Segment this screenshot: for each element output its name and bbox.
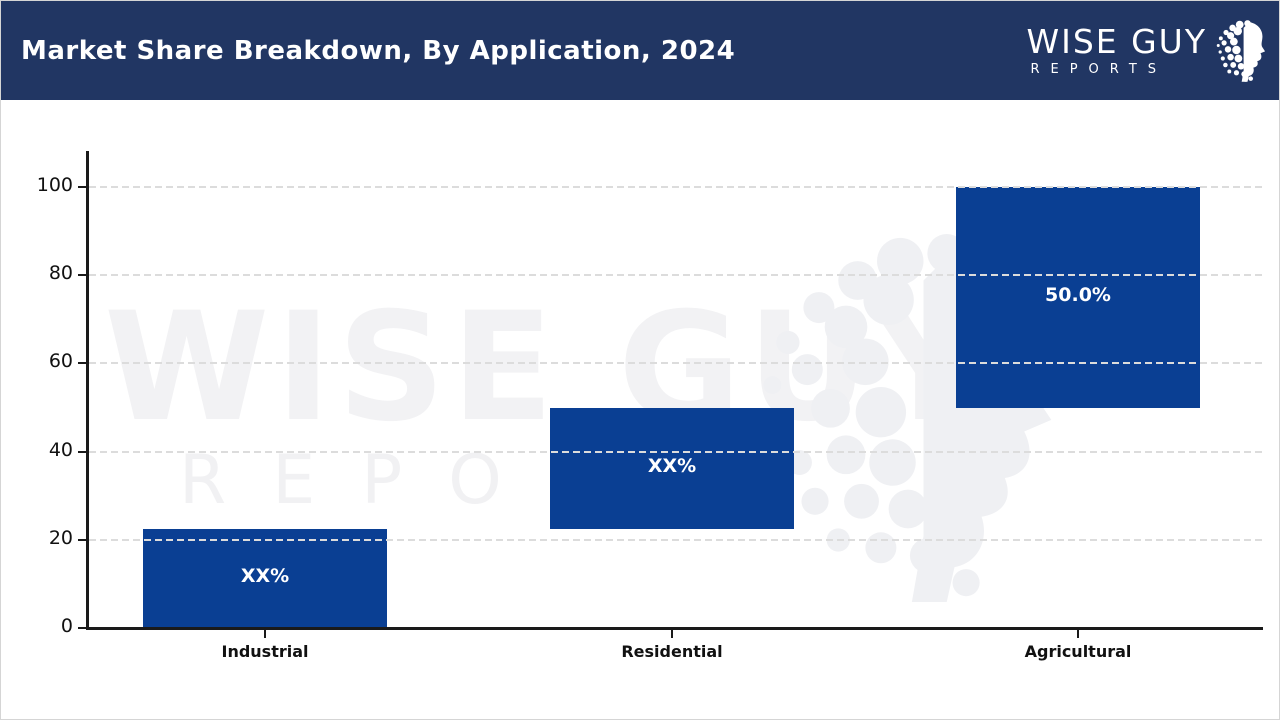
logo-wiseguy-label: WISE GUY (1026, 22, 1207, 62)
x-tick-agricultural (1077, 630, 1079, 638)
gridline-80 (89, 274, 1263, 277)
logo-face-icon (1215, 20, 1267, 82)
bar-residential (550, 407, 794, 529)
y-axis-line (86, 151, 89, 630)
page-title: Market Share Breakdown, By Application, … (21, 35, 736, 66)
gridline-40 (89, 450, 1263, 453)
wiseguy-logo: WISE GUY REPORTS (1026, 7, 1267, 95)
y-tick-20 (78, 538, 86, 541)
gridline-20 (89, 538, 1263, 541)
y-tick-100 (78, 186, 86, 188)
y-tick-label-40: 40 (48, 438, 73, 461)
gridline-100 (89, 186, 1263, 188)
x-axis-line (86, 627, 1263, 630)
y-tick-label-80: 80 (48, 262, 73, 285)
x-tick-residential (671, 630, 673, 638)
bar-agricultural (956, 187, 1200, 408)
y-tick-0 (78, 627, 86, 629)
bar-industrial (143, 528, 387, 628)
x-tick-industrial (264, 630, 266, 638)
y-tick-label-100: 100 (36, 174, 73, 196)
x-tick-label-industrial: Industrial (221, 642, 309, 661)
logo-text: WISE GUY REPORTS (1026, 25, 1207, 77)
y-tick-label-20: 20 (48, 526, 73, 549)
y-tick-label-0: 0 (60, 615, 73, 637)
logo-reports-label: REPORTS (1030, 61, 1168, 77)
x-tick-label-agricultural: Agricultural (1024, 642, 1132, 661)
header-bar: Market Share Breakdown, By Application, … (1, 1, 1279, 100)
y-tick-60 (78, 362, 86, 365)
bar-value-label-agricultural: 50.0% (1045, 284, 1111, 307)
x-tick-label-residential: Residential (621, 642, 723, 661)
gridline-60 (89, 362, 1263, 365)
y-tick-label-60: 60 (48, 350, 73, 373)
bar-value-label-industrial: XX% (240, 565, 290, 588)
bar-value-label-residential: XX% (647, 455, 697, 478)
y-tick-40 (78, 450, 86, 453)
y-tick-80 (78, 274, 86, 277)
